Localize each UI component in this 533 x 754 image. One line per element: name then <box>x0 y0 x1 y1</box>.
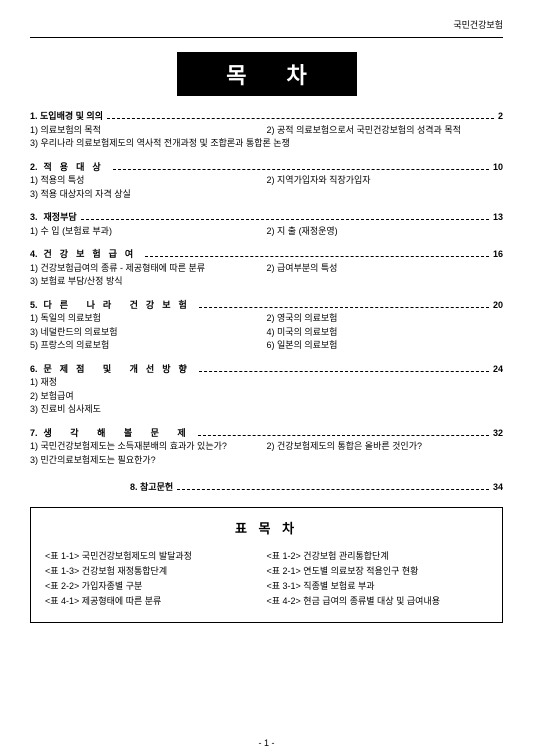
toc-subrow: 1) 국민건강보험제도는 소득재분배의 효과가 있는가? 2) 건강보험제도의 … <box>30 440 503 454</box>
table-list-title: 표 목 차 <box>45 518 488 537</box>
section-page: 16 <box>493 248 503 262</box>
section-8-head: 8. 참고문헌 34 <box>30 481 503 495</box>
table-item: <표 4-2> 현금 급여의 종류별 대상 및 급여내용 <box>267 594 489 609</box>
leader-dots <box>145 256 489 257</box>
section-title: 건강보험급여 <box>44 248 142 262</box>
table-row: <표 2-2> 가입자종별 구분 <표 3-1> 직종별 보험료 부과 <box>45 579 488 594</box>
sub-item: 3) 우리나라 의료보험제도의 역사적 전개과정 및 조합론과 통합론 논쟁 <box>30 137 503 151</box>
table-item: <표 2-2> 가입자종별 구분 <box>45 579 267 594</box>
sub-item: 3) 적용 대상자의 자격 상실 <box>30 188 503 202</box>
sub-item: 2) 지역가입자와 직장가입자 <box>267 174 504 188</box>
sub-item: 1) 수 입 (보험료 부과) <box>30 225 267 239</box>
sub-item: 1) 국민건강보험제도는 소득재분배의 효과가 있는가? <box>30 440 267 454</box>
toc-subrow: 5) 프랑스의 의료보험 6) 일본의 의료보험 <box>30 339 503 353</box>
table-item: <표 1-1> 국민건강보험제도의 발달과정 <box>45 549 267 564</box>
table-item: <표 2-1> 연도별 의료보장 적용인구 현황 <box>267 564 489 579</box>
leader-dots <box>113 169 489 170</box>
sub-item: 3) 민간의료보험제도는 필요한가? <box>30 454 503 468</box>
page-number: - 1 - <box>0 738 533 748</box>
section-8-title: 8. 참고문헌 <box>130 481 173 495</box>
leader-dots <box>199 307 489 308</box>
header-subject: 국민건강보험 <box>30 18 503 31</box>
table-of-contents: 1. 도입배경 및 의의 2 1) 의료보험의 목적 2) 공적 의료보험으로서… <box>30 110 503 495</box>
section-number: 2. <box>30 161 38 175</box>
sub-item: 3) 네덜란드의 의료보험 <box>30 326 267 340</box>
section-page: 13 <box>493 211 503 225</box>
section-number: 4. <box>30 248 38 262</box>
sub-item: 1) 재정 <box>30 376 503 390</box>
sub-item: 3) 진료비 심사제도 <box>30 403 503 417</box>
sub-item: 4) 미국의 의료보험 <box>267 326 504 340</box>
sub-item: 2) 보험급여 <box>30 390 503 404</box>
section-1-head: 1. 도입배경 및 의의 2 <box>30 110 503 124</box>
sub-item: 1) 의료보험의 목적 <box>30 124 267 138</box>
sub-item: 2) 공적 의료보험으로서 국민건강보험의 성격과 목적 <box>267 124 504 138</box>
table-item: <표 4-1> 제공형태에 따른 분류 <box>45 594 267 609</box>
sub-item: 2) 영국의 의료보험 <box>267 312 504 326</box>
leader-dots <box>81 219 489 220</box>
toc-subrow: 1) 적용의 특성 2) 지역가입자와 직장가입자 <box>30 174 503 188</box>
toc-subrow: 3) 네덜란드의 의료보험 4) 미국의 의료보험 <box>30 326 503 340</box>
section-title: 적용대상 <box>44 161 109 175</box>
leader-dots <box>177 489 489 490</box>
section-page: 20 <box>493 299 503 313</box>
section-2-head: 2. 적용대상 10 <box>30 161 503 175</box>
table-row: <표 1-1> 국민건강보험제도의 발달과정 <표 1-2> 건강보험 관리통합… <box>45 549 488 564</box>
table-item: <표 1-3> 건강보험 재정통합단계 <box>45 564 267 579</box>
section-page: 32 <box>493 427 503 441</box>
sub-item: 2) 급여부분의 특성 <box>267 262 504 276</box>
section-7-head: 7. 생 각 해 볼 문 제 32 <box>30 427 503 441</box>
table-item: <표 1-2> 건강보험 관리통합단계 <box>267 549 489 564</box>
toc-subrow: 1) 독일의 의료보험 2) 영국의 의료보험 <box>30 312 503 326</box>
sub-item: 1) 건강보험급여의 종류 - 제공형태에 따른 분류 <box>30 262 267 276</box>
section-number: 6. <box>30 363 38 377</box>
table-row: <표 1-3> 건강보험 재정통합단계 <표 2-1> 연도별 의료보장 적용인… <box>45 564 488 579</box>
table-item: <표 3-1> 직종별 보험료 부과 <box>267 579 489 594</box>
section-1-page: 2 <box>498 110 503 124</box>
sub-item: 5) 프랑스의 의료보험 <box>30 339 267 353</box>
sub-item: 6) 일본의 의료보험 <box>267 339 504 353</box>
leader-dots <box>107 118 494 119</box>
section-4-head: 4. 건강보험급여 16 <box>30 248 503 262</box>
top-divider <box>30 37 503 38</box>
section-title: 문제점 및 개선방향 <box>44 363 195 377</box>
toc-subrow: 1) 의료보험의 목적 2) 공적 의료보험으로서 국민건강보험의 성격과 목적 <box>30 124 503 138</box>
section-number: 5. <box>30 299 38 313</box>
table-list-box: 표 목 차 <표 1-1> 국민건강보험제도의 발달과정 <표 1-2> 건강보… <box>30 507 503 623</box>
section-5-head: 5. 다른 나라 건강보험 20 <box>30 299 503 313</box>
section-number: 3. <box>30 211 38 225</box>
section-3-head: 3. 재정부담 13 <box>30 211 503 225</box>
sub-item: 2) 건강보험제도의 통합은 올바른 것인가? <box>267 440 504 454</box>
leader-dots <box>198 435 489 436</box>
leader-dots <box>199 371 489 372</box>
sub-item: 1) 적용의 특성 <box>30 174 267 188</box>
toc-subrow: 1) 건강보험급여의 종류 - 제공형태에 따른 분류 2) 급여부분의 특성 <box>30 262 503 276</box>
section-1-title: 1. 도입배경 및 의의 <box>30 110 103 124</box>
section-title: 다른 나라 건강보험 <box>44 299 195 313</box>
section-number: 7. <box>30 427 38 441</box>
sub-item: 1) 독일의 의료보험 <box>30 312 267 326</box>
table-row: <표 4-1> 제공형태에 따른 분류 <표 4-2> 현금 급여의 종류별 대… <box>45 594 488 609</box>
section-page: 10 <box>493 161 503 175</box>
section-title: 재정부담 <box>44 211 77 225</box>
toc-subrow: 1) 수 입 (보험료 부과) 2) 지 출 (재정운영) <box>30 225 503 239</box>
sub-item: 2) 지 출 (재정운영) <box>267 225 504 239</box>
section-title: 생 각 해 볼 문 제 <box>44 427 194 441</box>
main-title: 목차 <box>177 52 357 96</box>
section-6-head: 6. 문제점 및 개선방향 24 <box>30 363 503 377</box>
sub-item: 3) 보험료 부담/산정 방식 <box>30 275 503 289</box>
section-page: 24 <box>493 363 503 377</box>
section-8-page: 34 <box>493 481 503 495</box>
